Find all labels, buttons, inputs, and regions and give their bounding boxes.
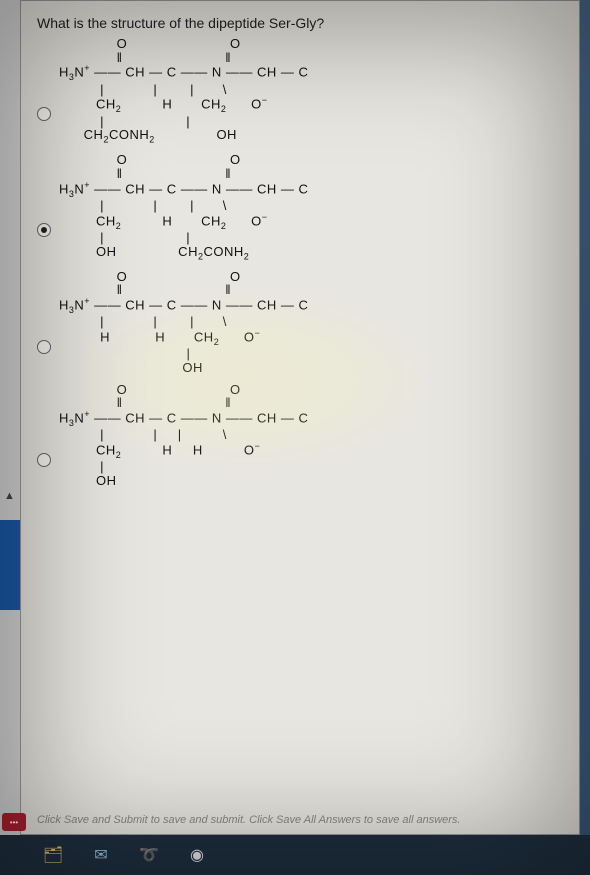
options-group: O O ‖ ‖ H3N+ —— CH — C —— N —— CH — C | … bbox=[37, 37, 563, 487]
file-explorer-icon[interactable]: 🗂 bbox=[40, 842, 66, 868]
radio-4[interactable] bbox=[37, 453, 51, 467]
structure-2: O O ‖ ‖ H3N+ —— CH — C —— N —— CH — C | … bbox=[59, 153, 308, 261]
question-page: What is the structure of the dipeptide S… bbox=[20, 0, 580, 835]
footer-hint: Click Save and Submit to save and submit… bbox=[37, 814, 563, 826]
scroll-up-arrow[interactable]: ▲ bbox=[4, 490, 15, 502]
structure-4: O O ‖ ‖ H3N+ —— CH — C —— N —— CH — C | … bbox=[59, 383, 308, 488]
window-left-strip: ▲ bbox=[0, 0, 20, 835]
notification-badge[interactable]: ••• bbox=[2, 813, 26, 831]
left-strip-highlight bbox=[0, 520, 20, 610]
mail-icon[interactable]: ✉ bbox=[88, 842, 114, 868]
radio-3[interactable] bbox=[37, 340, 51, 354]
taskbar: 🗂 ✉ ➰ ◉ bbox=[0, 835, 590, 875]
option-4[interactable]: O O ‖ ‖ H3N+ —— CH — C —— N —— CH — C | … bbox=[37, 383, 563, 488]
radio-1[interactable] bbox=[37, 107, 51, 121]
option-3[interactable]: O O ‖ ‖ H3N+ —— CH — C —— N —— CH — C | … bbox=[37, 270, 563, 375]
question-text: What is the structure of the dipeptide S… bbox=[37, 15, 563, 31]
steam-icon[interactable]: ➰ bbox=[136, 842, 162, 868]
structure-1: O O ‖ ‖ H3N+ —— CH — C —— N —— CH — C | … bbox=[59, 37, 308, 145]
option-2[interactable]: O O ‖ ‖ H3N+ —— CH — C —— N —— CH — C | … bbox=[37, 153, 563, 261]
option-1[interactable]: O O ‖ ‖ H3N+ —— CH — C —— N —— CH — C | … bbox=[37, 37, 563, 145]
radio-2[interactable] bbox=[37, 223, 51, 237]
desktop: ▲ What is the structure of the dipeptide… bbox=[0, 0, 590, 875]
chrome-icon[interactable]: ◉ bbox=[184, 842, 210, 868]
structure-3: O O ‖ ‖ H3N+ —— CH — C —— N —— CH — C | … bbox=[59, 270, 308, 375]
